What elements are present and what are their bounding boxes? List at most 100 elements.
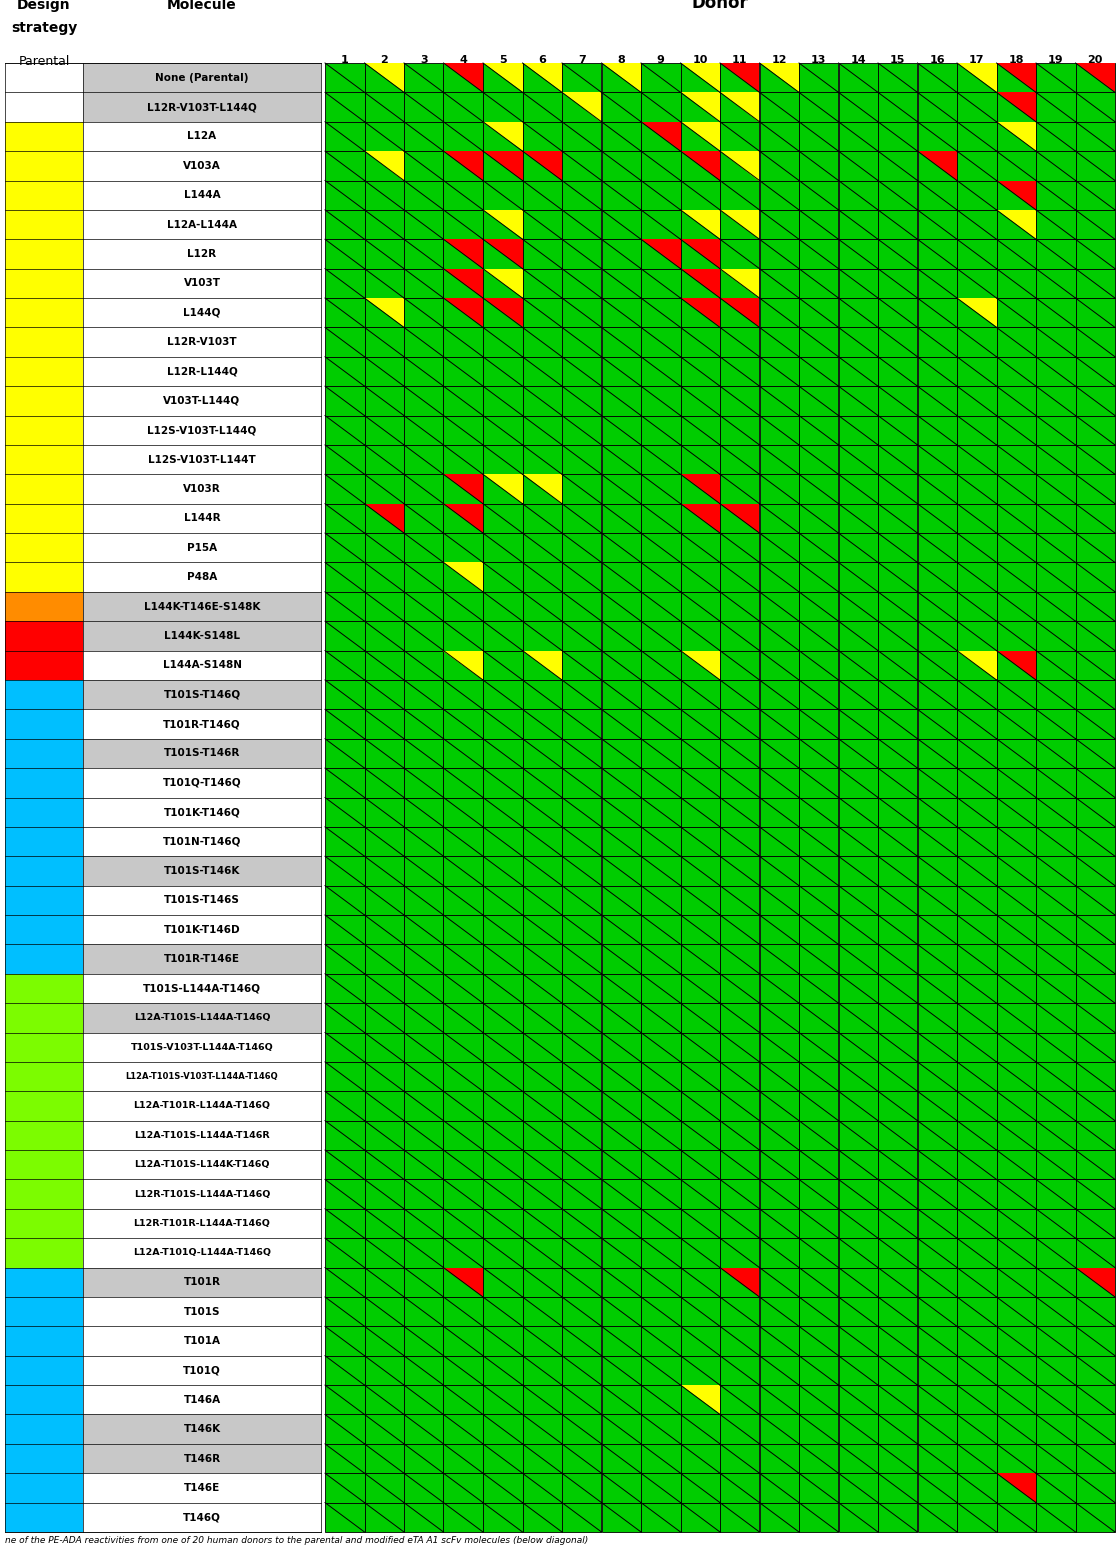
Bar	[839, 1472, 878, 1502]
Bar	[4, 710, 83, 739]
Bar	[878, 563, 917, 592]
Bar	[917, 856, 956, 885]
Bar	[720, 327, 759, 357]
Bar	[917, 798, 956, 826]
Bar	[720, 1003, 759, 1032]
Bar	[4, 386, 83, 415]
Bar	[720, 856, 759, 885]
Bar	[364, 93, 404, 122]
Text: 3: 3	[420, 54, 428, 65]
Bar	[364, 826, 404, 856]
Bar	[799, 93, 839, 122]
Bar	[681, 1386, 720, 1415]
Bar	[364, 1297, 404, 1327]
Bar	[681, 651, 720, 680]
Bar	[997, 239, 1036, 268]
Polygon shape	[681, 504, 720, 533]
Bar	[4, 1502, 83, 1531]
Bar	[601, 914, 641, 944]
Bar	[364, 1445, 404, 1472]
Bar	[562, 914, 601, 944]
Bar	[444, 914, 483, 944]
Bar	[523, 563, 562, 592]
Bar	[1075, 1209, 1116, 1238]
Bar	[720, 386, 759, 415]
Bar	[956, 592, 997, 622]
Bar	[641, 1327, 681, 1356]
Bar	[997, 914, 1036, 944]
Bar	[444, 64, 483, 93]
Text: L12R-L144Q: L12R-L144Q	[167, 366, 237, 377]
Bar	[4, 356, 83, 386]
Bar	[759, 592, 799, 622]
Polygon shape	[720, 298, 759, 327]
Bar	[4, 209, 83, 239]
Bar	[681, 122, 720, 152]
Bar	[1036, 885, 1075, 914]
Bar	[1036, 64, 1075, 93]
Bar	[997, 769, 1036, 798]
Text: 13: 13	[811, 54, 827, 65]
Bar	[325, 209, 364, 239]
Polygon shape	[681, 268, 720, 298]
Bar	[523, 885, 562, 914]
Text: T101S-T146K: T101S-T146K	[164, 866, 240, 876]
Bar	[364, 64, 404, 93]
Bar	[997, 563, 1036, 592]
Bar	[839, 885, 878, 914]
Bar	[364, 1327, 404, 1356]
Bar	[681, 239, 720, 268]
Bar	[562, 1032, 601, 1062]
Text: L12S-V103T-L144T: L12S-V103T-L144T	[148, 454, 255, 465]
Polygon shape	[483, 152, 523, 180]
Bar	[641, 415, 681, 445]
Text: Molecule: Molecule	[167, 0, 236, 12]
Bar	[917, 710, 956, 739]
Bar	[404, 1180, 444, 1209]
Bar	[325, 152, 364, 180]
Bar	[83, 64, 321, 93]
Bar	[562, 415, 601, 445]
Bar	[878, 769, 917, 798]
Bar	[325, 1238, 364, 1268]
Bar	[681, 1415, 720, 1445]
Bar	[364, 1180, 404, 1209]
Bar	[444, 1003, 483, 1032]
Bar	[404, 268, 444, 298]
Bar	[681, 180, 720, 209]
Bar	[997, 268, 1036, 298]
Bar	[997, 1445, 1036, 1472]
Bar	[1036, 356, 1075, 386]
Bar	[325, 710, 364, 739]
Bar	[404, 327, 444, 357]
Bar	[917, 1268, 956, 1297]
Bar	[641, 1091, 681, 1121]
Bar	[681, 622, 720, 651]
Bar	[681, 944, 720, 973]
Bar	[641, 622, 681, 651]
Bar	[523, 1502, 562, 1531]
Bar	[601, 1150, 641, 1180]
Text: 6: 6	[539, 54, 547, 65]
Bar	[641, 885, 681, 914]
Polygon shape	[681, 474, 720, 504]
Bar	[799, 622, 839, 651]
Bar	[956, 533, 997, 563]
Polygon shape	[681, 64, 720, 93]
Bar	[681, 209, 720, 239]
Bar	[720, 180, 759, 209]
Bar	[641, 1180, 681, 1209]
Bar	[483, 415, 523, 445]
Bar	[601, 122, 641, 152]
Bar	[4, 180, 83, 209]
Bar	[878, 1268, 917, 1297]
Bar	[799, 1121, 839, 1150]
Bar	[1075, 239, 1116, 268]
Bar	[444, 826, 483, 856]
Bar	[997, 944, 1036, 973]
Bar	[325, 1180, 364, 1209]
Polygon shape	[483, 268, 523, 298]
Bar	[1036, 826, 1075, 856]
Bar	[404, 1150, 444, 1180]
Bar	[997, 327, 1036, 357]
